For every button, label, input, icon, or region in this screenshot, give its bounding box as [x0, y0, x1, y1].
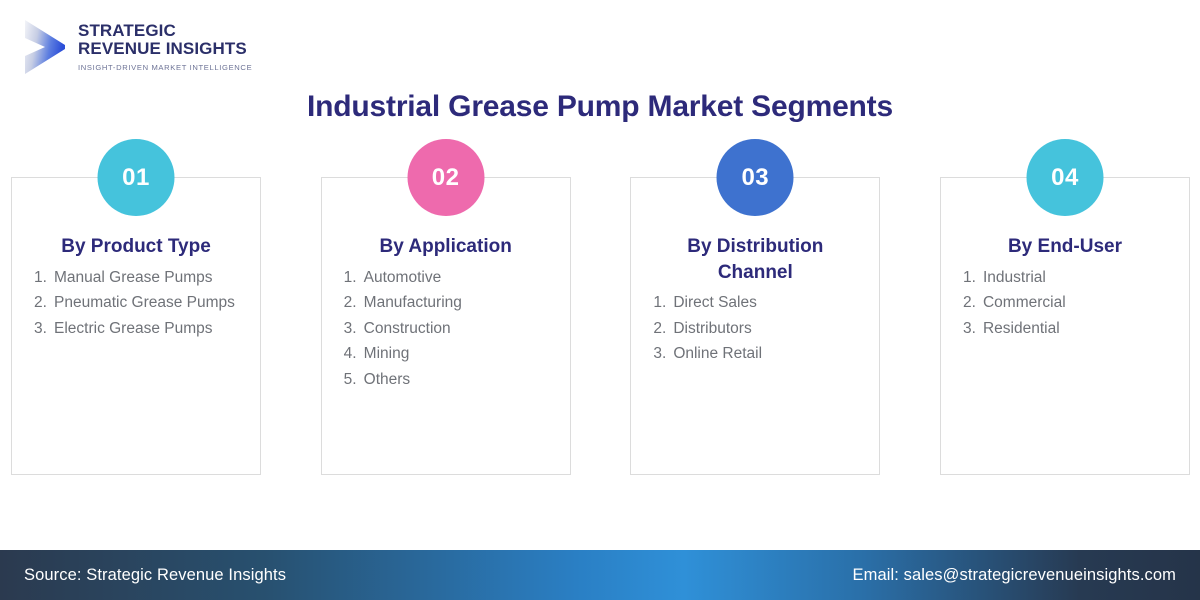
- segment-cards-row: 01 By Product Type Manual Grease Pumps P…: [11, 139, 1190, 475]
- list-item: Manual Grease Pumps: [34, 265, 213, 290]
- segment-card-2: 02 By Application Automotive Manufacturi…: [320, 139, 571, 475]
- segment-number-badge-1: 01: [97, 139, 175, 216]
- brand-tagline: INSIGHT-DRIVEN MARKET INTELLIGENCE: [78, 63, 253, 73]
- list-item: Mining: [344, 341, 410, 366]
- segment-card-4: 04 By End-User Industrial Commercial Res…: [939, 139, 1190, 475]
- list-item: Residential: [963, 316, 1060, 341]
- segment-card-title-2: By Application: [379, 236, 512, 257]
- page-title: Industrial Grease Pump Market Segments: [307, 90, 893, 123]
- list-item: Pneumatic Grease Pumps: [34, 290, 235, 315]
- list-item: Manufacturing: [344, 290, 462, 315]
- list-item: Industrial: [963, 265, 1046, 290]
- list-item: Distributors: [653, 316, 752, 341]
- footer-bar: Source: Strategic Revenue Insights Email…: [0, 550, 1200, 600]
- segment-number-badge-2: 02: [407, 139, 485, 216]
- segment-number-badge-4: 04: [1026, 139, 1104, 216]
- segment-card-1: 01 By Product Type Manual Grease Pumps P…: [11, 139, 261, 475]
- list-item: Others: [344, 367, 411, 392]
- segment-card-list-4: Industrial Commercial Residential: [955, 265, 1175, 342]
- chevron-right-logo-mark: [25, 20, 65, 74]
- segment-card-list-1: Manual Grease Pumps Pneumatic Grease Pum…: [26, 265, 246, 342]
- list-item: Automotive: [344, 265, 442, 290]
- list-item: Online Retail: [653, 341, 763, 366]
- list-item: Construction: [344, 316, 451, 341]
- list-item: Commercial: [963, 290, 1066, 315]
- segment-card-title-1: By Product Type: [61, 236, 211, 257]
- segment-card-title-4: By End-User: [1007, 236, 1122, 257]
- footer-source: Source: Strategic Revenue Insights: [24, 565, 287, 584]
- brand-wordmark: STRATEGIC REVENUE INSIGHTS INSIGHT-DRIVE…: [78, 20, 253, 73]
- segment-card-3: 03 By Distribution Channel Direct Sales …: [630, 139, 881, 475]
- brand-line-1: STRATEGIC: [78, 20, 176, 40]
- segment-card-list-2: Automotive Manufacturing Construction Mi…: [336, 265, 556, 393]
- footer-email: Email: sales@strategicrevenueinsights.co…: [852, 565, 1176, 584]
- segment-number-badge-3: 03: [716, 139, 794, 216]
- brand-logo: STRATEGIC REVENUE INSIGHTS INSIGHT-DRIVE…: [22, 18, 252, 76]
- segment-card-list-3: Direct Sales Distributors Online Retail: [645, 290, 865, 367]
- segment-card-title-3: By Distribution Channel: [687, 236, 824, 283]
- brand-line-2: REVENUE INSIGHTS: [78, 38, 247, 58]
- list-item: Electric Grease Pumps: [34, 316, 213, 341]
- list-item: Direct Sales: [653, 290, 757, 315]
